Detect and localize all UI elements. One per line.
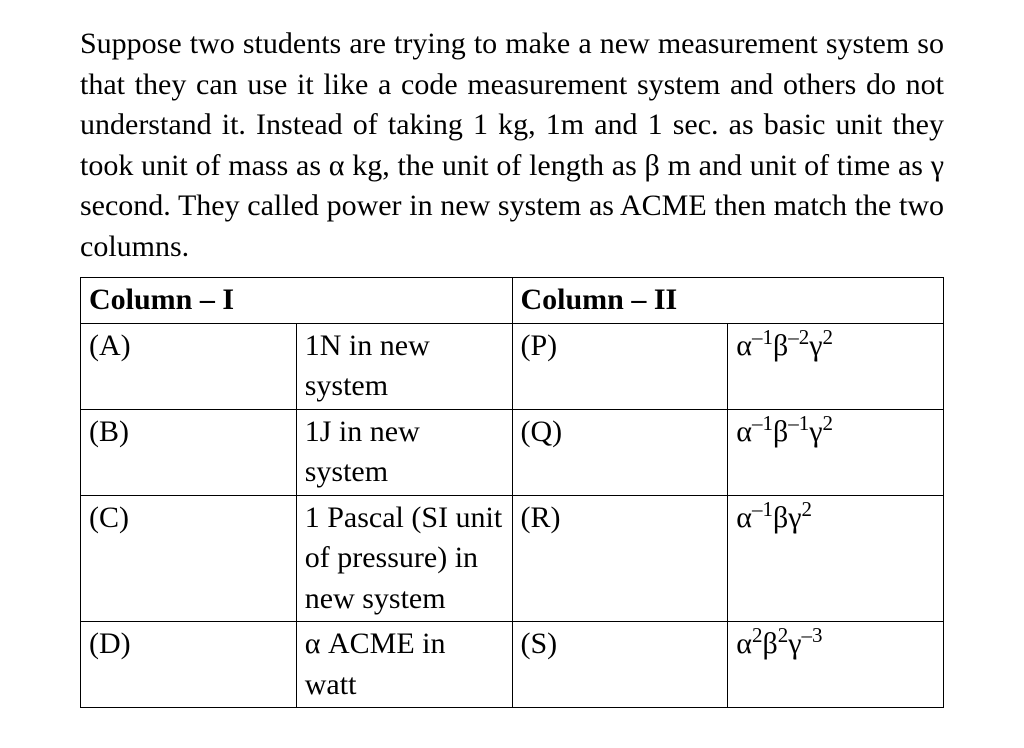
- sym: α: [736, 329, 752, 362]
- row-c-text: 1 Pascal (SI unit of pressure) in new sy…: [296, 495, 512, 622]
- table-row: (A) 1N in new system (P) α–1β–2γ2: [81, 323, 944, 409]
- column-1-header: Column – I: [81, 278, 513, 324]
- sym: γ: [788, 501, 801, 534]
- sym: α: [736, 627, 752, 660]
- row-r-label: (R): [512, 495, 728, 622]
- table-row: (D) α ACME in watt (S) α2β2γ–3: [81, 622, 944, 708]
- sym: α: [736, 501, 752, 534]
- question-paragraph: Suppose two students are trying to make …: [80, 24, 944, 267]
- table-row: (B) 1J in new system (Q) α–1β–1γ2: [81, 409, 944, 495]
- row-a-label: (A): [81, 323, 297, 409]
- row-s-label: (S): [512, 622, 728, 708]
- sym: β: [773, 329, 788, 362]
- row-a-text: 1N in new system: [296, 323, 512, 409]
- match-table: Column – I Column – II (A) 1N in new sys…: [80, 277, 944, 708]
- sym: β: [773, 415, 788, 448]
- exp: –1: [788, 411, 809, 435]
- column-2-header: Column – II: [512, 278, 944, 324]
- row-q-label: (Q): [512, 409, 728, 495]
- table-header-row: Column – I Column – II: [81, 278, 944, 324]
- sym: γ: [809, 415, 822, 448]
- exp: –2: [788, 325, 809, 349]
- exp: 2: [752, 623, 763, 647]
- sym: α: [736, 415, 752, 448]
- row-b-text: 1J in new system: [296, 409, 512, 495]
- row-q-expr: α–1β–1γ2: [728, 409, 944, 495]
- exp: –1: [752, 411, 773, 435]
- exp: –1: [752, 497, 773, 521]
- row-d-text: α ACME in watt: [296, 622, 512, 708]
- exp: 2: [778, 623, 789, 647]
- sym: γ: [788, 627, 801, 660]
- table-row: (C) 1 Pascal (SI unit of pressure) in ne…: [81, 495, 944, 622]
- sym: β: [773, 501, 788, 534]
- exp: 2: [823, 325, 834, 349]
- exp: –1: [752, 325, 773, 349]
- sym: β: [762, 627, 777, 660]
- row-c-label: (C): [81, 495, 297, 622]
- row-b-label: (B): [81, 409, 297, 495]
- exp: –3: [802, 623, 823, 647]
- exp: 2: [823, 411, 834, 435]
- row-r-expr: α–1βγ2: [728, 495, 944, 622]
- question-page: Suppose two students are trying to make …: [0, 0, 1024, 748]
- row-d-label: (D): [81, 622, 297, 708]
- exp: 2: [802, 497, 813, 521]
- row-s-expr: α2β2γ–3: [728, 622, 944, 708]
- row-p-label: (P): [512, 323, 728, 409]
- sym: γ: [809, 329, 822, 362]
- row-p-expr: α–1β–2γ2: [728, 323, 944, 409]
